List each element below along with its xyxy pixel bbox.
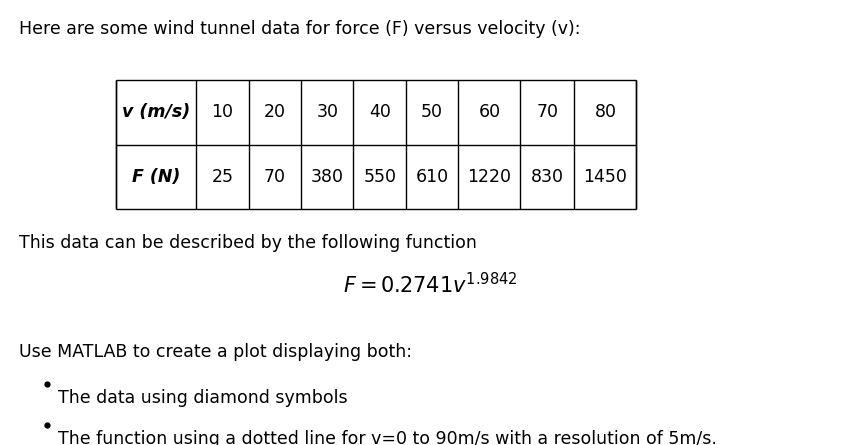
Text: 30: 30 (316, 103, 338, 121)
Text: 20: 20 (264, 103, 286, 121)
Text: 1220: 1220 (467, 168, 512, 186)
Text: 80: 80 (594, 103, 617, 121)
Text: 60: 60 (478, 103, 501, 121)
Text: 550: 550 (363, 168, 396, 186)
Text: $F = 0.2741v^{1.9842}$: $F = 0.2741v^{1.9842}$ (342, 272, 518, 297)
Text: 25: 25 (212, 168, 233, 186)
Text: 10: 10 (212, 103, 233, 121)
Text: 70: 70 (264, 168, 286, 186)
Text: The function using a dotted line for v=0 to 90m/s with a resolution of 5m/s.: The function using a dotted line for v=0… (58, 430, 717, 445)
Text: 70: 70 (537, 103, 558, 121)
Text: This data can be described by the following function: This data can be described by the follow… (19, 234, 476, 251)
Text: 50: 50 (421, 103, 443, 121)
Text: F (N): F (N) (132, 168, 181, 186)
Text: Here are some wind tunnel data for force (F) versus velocity (v):: Here are some wind tunnel data for force… (19, 20, 580, 38)
Text: The data using diamond symbols: The data using diamond symbols (58, 389, 348, 407)
Text: 380: 380 (310, 168, 344, 186)
Text: Use MATLAB to create a plot displaying both:: Use MATLAB to create a plot displaying b… (19, 343, 412, 360)
Text: 1450: 1450 (583, 168, 628, 186)
Text: 830: 830 (531, 168, 564, 186)
Text: v (m/s): v (m/s) (122, 103, 190, 121)
Text: 610: 610 (415, 168, 449, 186)
Text: 40: 40 (369, 103, 390, 121)
